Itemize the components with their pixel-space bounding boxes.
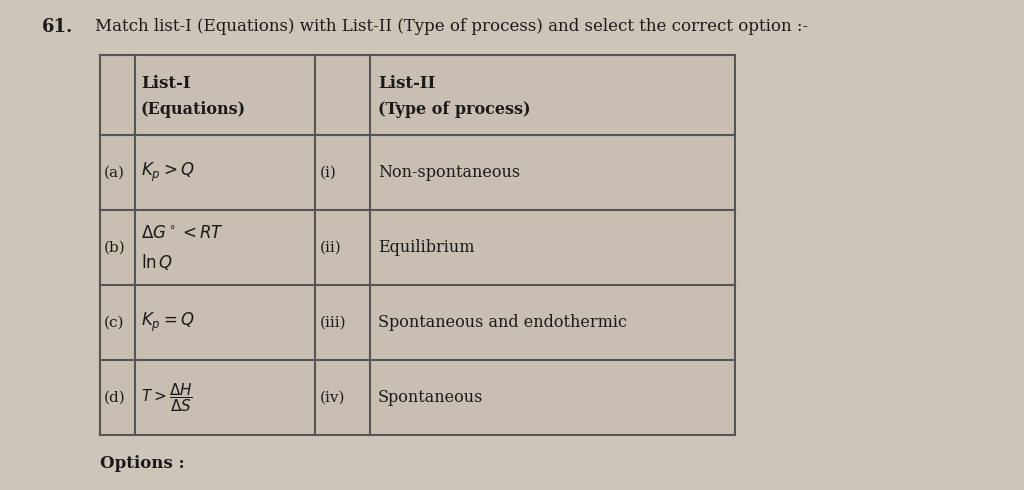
Text: (c): (c)	[104, 316, 125, 329]
Text: (a): (a)	[104, 166, 125, 179]
Text: (ii): (ii)	[319, 241, 342, 254]
Text: Equilibrium: Equilibrium	[378, 239, 474, 256]
Text: (iii): (iii)	[319, 316, 347, 329]
Text: Spontaneous and endothermic: Spontaneous and endothermic	[378, 314, 627, 331]
Text: $K_p > Q$: $K_p > Q$	[141, 161, 195, 184]
Text: List-II: List-II	[378, 74, 435, 92]
Text: Match list-I (Equations) with List-II (Type of process) and select the correct o: Match list-I (Equations) with List-II (T…	[95, 18, 808, 35]
Text: $K_p = Q$: $K_p = Q$	[141, 311, 195, 334]
Text: (Type of process): (Type of process)	[378, 100, 530, 118]
Text: $T > \dfrac{\Delta H}{\Delta S}$: $T > \dfrac{\Delta H}{\Delta S}$	[141, 381, 193, 414]
Text: 61.: 61.	[42, 18, 74, 36]
Text: Spontaneous: Spontaneous	[378, 389, 483, 406]
Text: Options :: Options :	[100, 455, 184, 472]
Bar	[100, 55, 735, 435]
Text: $\ln Q$: $\ln Q$	[141, 251, 173, 271]
Text: Non-spontaneous: Non-spontaneous	[378, 164, 520, 181]
Text: List-I: List-I	[141, 74, 190, 92]
Text: (iv): (iv)	[319, 391, 345, 405]
Text: (b): (b)	[104, 241, 126, 254]
Text: (i): (i)	[319, 166, 337, 179]
Text: $\Delta G^\circ < RT$: $\Delta G^\circ < RT$	[141, 225, 224, 242]
Text: (d): (d)	[104, 391, 126, 405]
Text: (Equations): (Equations)	[141, 100, 246, 118]
